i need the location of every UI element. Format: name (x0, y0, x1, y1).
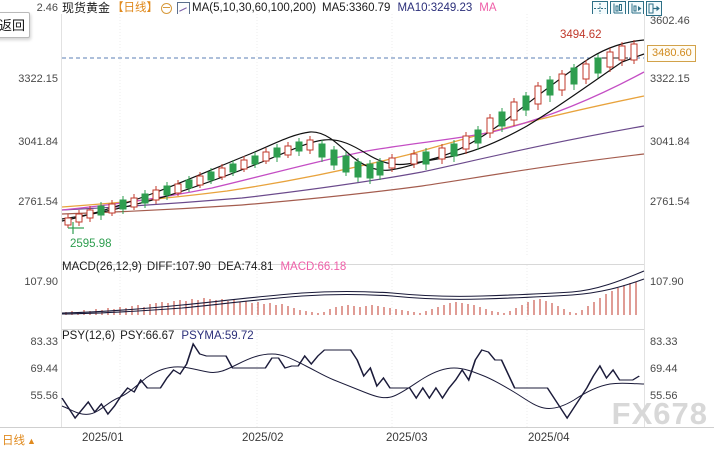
macd-value: MACD:66.18 (280, 261, 347, 273)
psy-axis-left-2: 55.56 (30, 390, 58, 402)
ma10-value: MA10:3249.23 (397, 2, 473, 14)
chart-exit-icon[interactable] (646, 1, 662, 16)
watermark-logo: FX678 (611, 396, 708, 431)
macd-title-row: MACD(26,12,9) DIFF:107.90 DEA:74.81 MACD:66… (62, 260, 346, 274)
price-axis-left-1: 3322.15 (18, 73, 58, 85)
psy-panel-divider (62, 329, 644, 330)
ma100-line (61, 125, 645, 211)
date-tick-0: 2025/01 (82, 432, 124, 444)
caret-up-icon: ▲ (27, 436, 36, 446)
ma-definition: MA(5,10,30,60,100,200) (192, 2, 317, 14)
price-axis-left-0: 2.46 (36, 2, 58, 14)
macd-diff-value: DIFF:107.90 (146, 261, 211, 273)
price-axis-right-1: 3322.15 (650, 73, 690, 85)
macd-dea-value: DEA:74.81 (217, 261, 274, 273)
macd-indicator-name: MACD(26,12,9) (62, 261, 142, 273)
psy-line (61, 342, 640, 420)
back-button[interactable]: 返回 (0, 12, 30, 38)
psy-title-row: PSY(12,6) PSY:66.67 PSYMA:59.72 (62, 329, 254, 343)
low-marker (68, 222, 84, 234)
candlestick-series (64, 40, 638, 228)
date-tick-3: 2025/04 (528, 432, 570, 444)
psy-axis-right-1: 69.44 (650, 363, 678, 375)
psyma-value: PSYMA:59.72 (181, 330, 254, 342)
chart-header: 现货黄金 【日线】 MA(5,10,30,60,100,200) MA5:3360.7… (62, 1, 714, 15)
period-label: 【日线】 (112, 2, 159, 14)
ma-truncated-value: MA (479, 2, 497, 14)
date-tick-2: 2025/03 (386, 432, 428, 444)
macd-axis-left-0: 107.90 (24, 276, 58, 288)
price-axis-left-2: 3041.84 (18, 136, 58, 148)
price-chart-panel[interactable] (61, 14, 645, 256)
psy-indicator-name: PSY(12,6) (62, 330, 116, 342)
left-axis-rule (61, 14, 62, 427)
ma30-line (61, 71, 645, 211)
ma200-line (61, 153, 645, 215)
crosshair-icon[interactable] (592, 1, 608, 16)
price-axis-left-3: 2761.54 (18, 196, 58, 208)
psy-chart-panel[interactable] (61, 330, 645, 427)
ma5-value: MA5:3360.79 (322, 2, 391, 14)
price-axis-right-3: 2761.54 (650, 196, 690, 208)
footer-period-label: 日线 (2, 435, 25, 447)
low-price-annotation: 2595.98 (70, 238, 112, 250)
psy-axis-right-0: 83.33 (650, 336, 678, 348)
footer-period-toggle[interactable]: 日线 ▲ (2, 432, 36, 448)
circle-minus-icon[interactable] (161, 2, 173, 14)
date-tick-1: 2025/02 (242, 432, 284, 444)
psy-axis-right-2: 55.56 (650, 390, 678, 402)
high-price-annotation: 3494.62 (560, 29, 602, 41)
macd-chart-panel[interactable] (61, 265, 645, 322)
ma-line-icon[interactable] (177, 1, 191, 15)
instrument-name: 现货黄金 (62, 1, 111, 15)
macd-panel-divider (62, 264, 644, 265)
psy-axis-left-0: 83.33 (30, 336, 58, 348)
psyma-line (61, 353, 645, 415)
macd-dea-line (61, 278, 645, 315)
psy-axis-left-1: 69.44 (30, 363, 58, 375)
time-axis-rule (0, 427, 714, 428)
macd-diff-line (61, 270, 645, 314)
macd-axis-right-0: 107.90 (650, 276, 684, 288)
psy-value: PSY:66.67 (120, 330, 175, 342)
price-axis-right-0: 3602.46 (650, 15, 690, 27)
price-axis-right-2: 3041.84 (650, 136, 690, 148)
right-axis-rule (644, 14, 645, 427)
last-price-tag: 3480.60 (647, 45, 696, 62)
